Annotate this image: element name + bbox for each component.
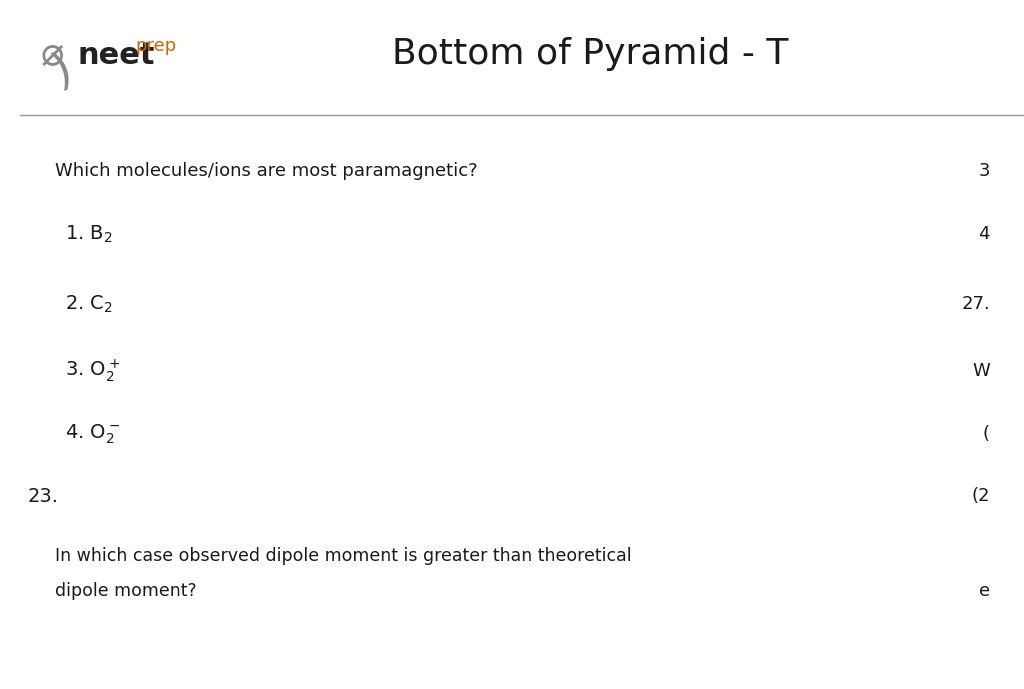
Text: (: (: [983, 425, 990, 443]
Text: 4: 4: [979, 225, 990, 243]
Text: 1. B$_2$: 1. B$_2$: [65, 223, 113, 245]
Text: 3. O$_2^+$: 3. O$_2^+$: [65, 358, 120, 384]
Text: prep: prep: [135, 37, 176, 55]
Text: ⌀: ⌀: [40, 35, 63, 73]
Text: ): ): [46, 48, 78, 94]
Text: Which molecules/ions are most paramagnetic?: Which molecules/ions are most paramagnet…: [55, 162, 477, 180]
Text: (2: (2: [972, 487, 990, 505]
Text: 4. O$_2^-$: 4. O$_2^-$: [65, 422, 120, 446]
Bar: [0, 0, 1024, 115]
Text: In which case observed dipole moment is greater than theoretical: In which case observed dipole moment is …: [55, 547, 632, 565]
Text: dipole moment?: dipole moment?: [55, 582, 197, 600]
Text: Bottom of Pyramid - T: Bottom of Pyramid - T: [392, 37, 788, 71]
Text: e: e: [979, 582, 990, 600]
Text: 2. C$_2$: 2. C$_2$: [65, 294, 113, 315]
Text: 3: 3: [979, 162, 990, 180]
Text: 23.: 23.: [28, 486, 59, 506]
Text: neet: neet: [78, 41, 156, 70]
Text: 27.: 27.: [962, 295, 990, 313]
Text: W: W: [972, 362, 990, 380]
